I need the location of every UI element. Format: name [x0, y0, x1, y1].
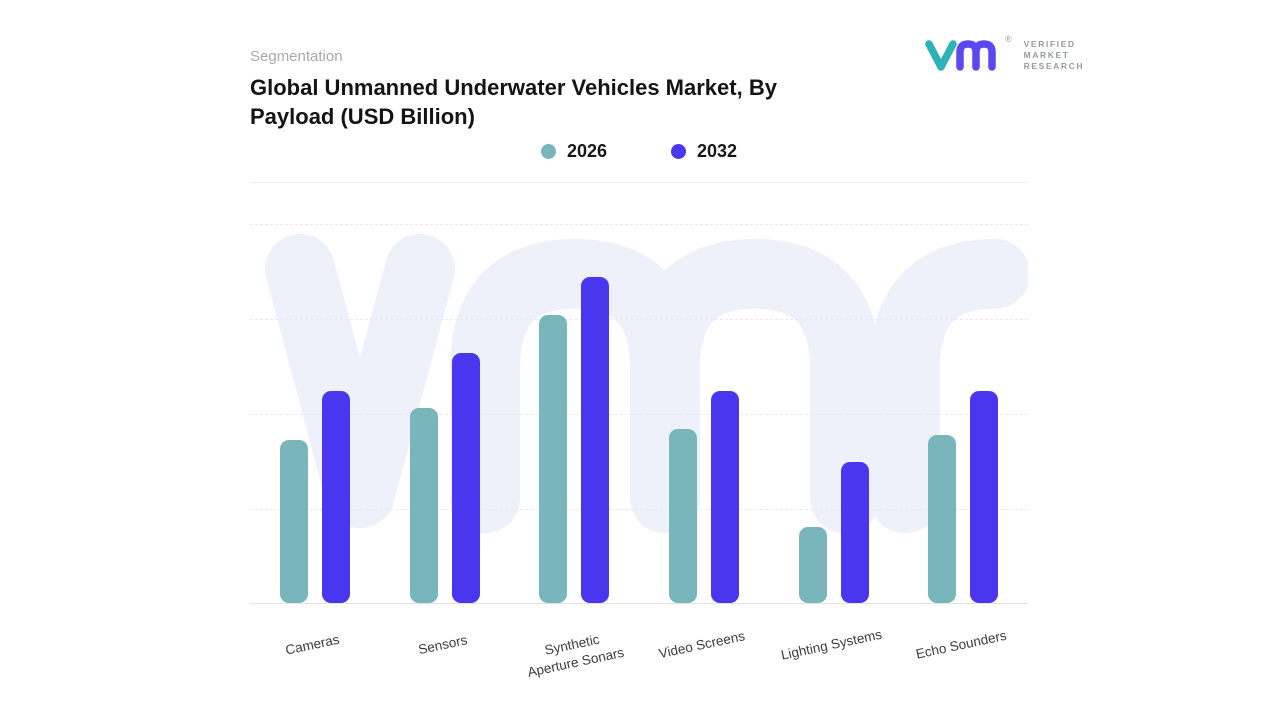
category-label-cell: Sensors — [380, 632, 510, 672]
legend-dot — [540, 143, 556, 159]
bar-2032-video-screens — [710, 391, 739, 603]
eyebrow-label: Segmentation — [250, 48, 343, 65]
gridline — [250, 509, 1028, 510]
legend-dot — [671, 143, 686, 159]
bar-2026-lighting-systems — [798, 527, 827, 603]
bar-2032-echo-sounders — [970, 391, 999, 603]
vmr-logo-icon — [925, 40, 996, 71]
category-label: Sensors — [416, 632, 469, 658]
category-label: Lighting Systems — [779, 626, 884, 663]
legend-item-2032: 2032 — [671, 141, 737, 162]
bar-2026-video-screens — [668, 429, 697, 603]
category-label: Echo Sounders — [914, 627, 1008, 662]
legend-label: 2032 — [697, 140, 738, 161]
bar-2032-sensors — [451, 353, 480, 603]
bar-group — [898, 224, 1028, 603]
bar-2032-cameras — [321, 391, 350, 603]
category-label: Synthetic Aperture Sonars — [526, 631, 626, 680]
brand-name: VERIFIED MARKET RESEARCH — [1024, 39, 1085, 72]
legend-item-2026: 2026 — [540, 140, 607, 162]
bar-group — [769, 224, 899, 603]
gridline — [250, 224, 1028, 225]
bar-group — [250, 224, 380, 603]
bar-2032-synthetic-aperture-sonars — [581, 277, 610, 603]
brand-logo: ® VERIFIED MARKET RESEARCH — [925, 34, 1085, 74]
category-label-cell: Echo Sounders — [898, 628, 1028, 672]
bar-2026-cameras — [279, 440, 308, 603]
brand-name-line: RESEARCH — [1023, 60, 1085, 71]
brand-name-line: MARKET — [1023, 49, 1070, 60]
brand-name-line: VERIFIED — [1023, 38, 1076, 49]
category-label-cell: Video Screens — [639, 628, 769, 672]
chart-figure: Segmentation Global Unmanned Underwater … — [250, 0, 1028, 680]
bars-row — [250, 224, 1028, 603]
gridline — [250, 319, 1028, 320]
legend: 2026 2032 — [250, 139, 1028, 163]
bar-group — [380, 224, 510, 603]
bar-group — [509, 224, 639, 603]
bar-2026-synthetic-aperture-sonars — [539, 315, 568, 603]
header-divider — [250, 182, 1028, 183]
logo-m-path — [956, 40, 996, 71]
chart-title: Global Unmanned Underwater Vehicles Mark… — [250, 75, 777, 129]
logo-v-path — [925, 40, 957, 71]
category-label-cell: Lighting Systems — [769, 627, 899, 672]
legend-label: 2026 — [566, 140, 607, 161]
bar-2026-echo-sounders — [928, 435, 957, 603]
category-label-cell: Cameras — [250, 632, 380, 672]
labels-row: Cameras Sensors Synthetic Aperture Sonars V… — [250, 627, 1028, 680]
gridline — [250, 414, 1028, 415]
watermark-vm-icon — [265, 233, 1028, 534]
category-label: Cameras — [284, 631, 342, 658]
bar-group — [639, 224, 769, 603]
bar-2032-lighting-systems — [840, 462, 869, 603]
chart-area — [250, 224, 1028, 604]
category-label-cell: Synthetic Aperture Sonars — [509, 632, 639, 680]
category-label: Video Screens — [657, 628, 747, 662]
registered-trademark: ® — [1005, 34, 1012, 44]
bar-2026-sensors — [409, 408, 438, 603]
